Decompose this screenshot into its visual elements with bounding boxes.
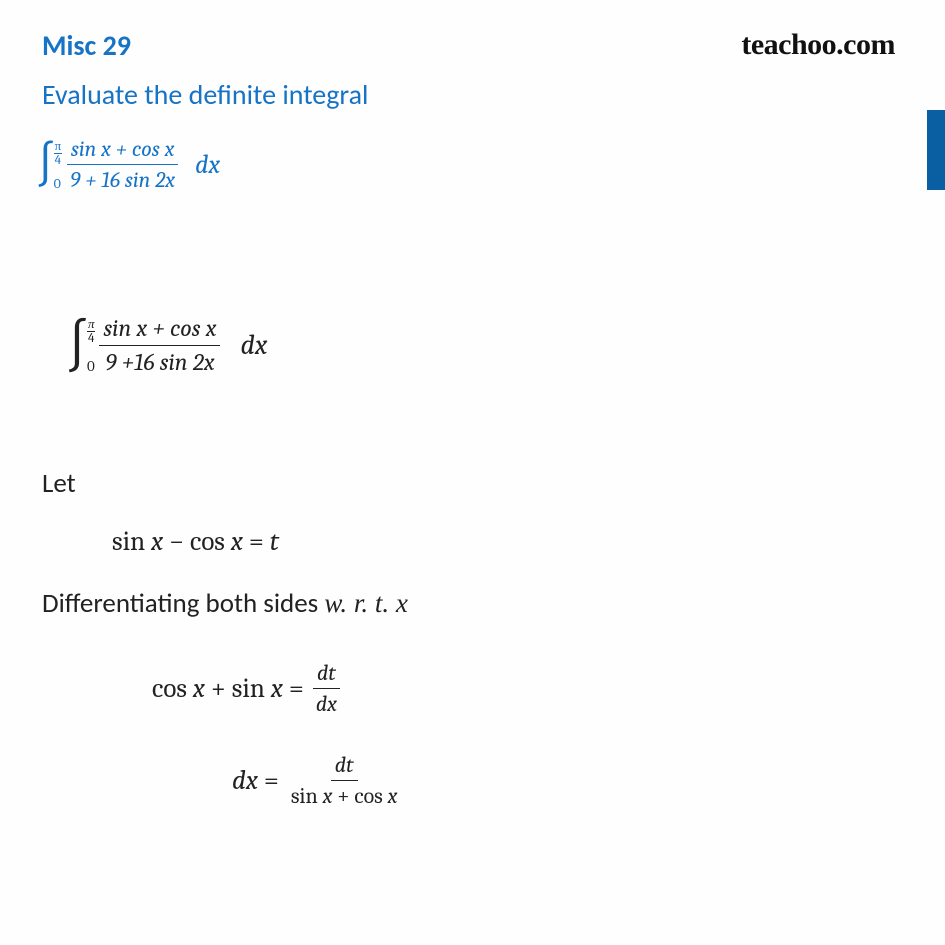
let-label: Let (42, 467, 895, 500)
eq1-den: dx (316, 691, 337, 717)
eq1-rhs-frac: dt dx (312, 660, 341, 718)
page-content: Misc 29 teachoo.com Evaluate the definit… (0, 0, 945, 809)
lower-limit: 0 (87, 359, 96, 374)
substitution-equation: sin x − cos x = t (112, 526, 895, 557)
lower-limit: 0 (54, 177, 63, 191)
diff-label-text: Differentiating both sides (42, 587, 324, 620)
integral-limits: π 4 0 (87, 316, 96, 374)
derivative-equation-1: cos x + sin x = dt dx (152, 660, 895, 718)
eq2-rhs-frac: dt sin x + cos x (287, 752, 402, 810)
differentiating-label: Differentiating both sides w. r. t. x (42, 587, 895, 620)
integral-symbol: ∫ (66, 314, 89, 377)
problem-title: Misc 29 (42, 28, 131, 63)
eq2-den: sin x + cos x (287, 781, 402, 809)
eq1-lhs: cos x + sin x = (152, 673, 304, 704)
side-accent-bar (927, 110, 945, 190)
eq2-lhs: dx = (232, 765, 279, 796)
integral-expression-2: ∫ π 4 0 sin x + cos x 9 +16 sin 2x dx (66, 314, 895, 377)
upper-limit-frac: π 4 (87, 318, 96, 345)
upper-limit-frac: π 4 (54, 140, 63, 167)
eq1-num: dt (317, 660, 336, 686)
dx-term: dx (195, 150, 220, 180)
integrand-fraction: sin x + cos x 9 +16 sin 2x (99, 314, 220, 377)
header-row: Misc 29 teachoo.com (42, 28, 895, 63)
brand-logo: teachoo.com (741, 28, 895, 62)
integral-expression-1: ∫ π 4 0 sin x + cos x 9 + 16 sin 2x dx (36, 136, 895, 194)
integral-limits: π 4 0 (54, 139, 63, 191)
eq2-num: dt (335, 752, 354, 778)
integrand-fraction: sin x + cos x 9 + 16 sin 2x (66, 136, 179, 194)
problem-subtitle: Evaluate the definite integral (42, 77, 895, 112)
derivative-equation-2: dx = dt sin x + cos x (232, 752, 895, 810)
dx-term: dx (240, 329, 267, 361)
diff-wrt: w. r. t. x (324, 588, 408, 618)
